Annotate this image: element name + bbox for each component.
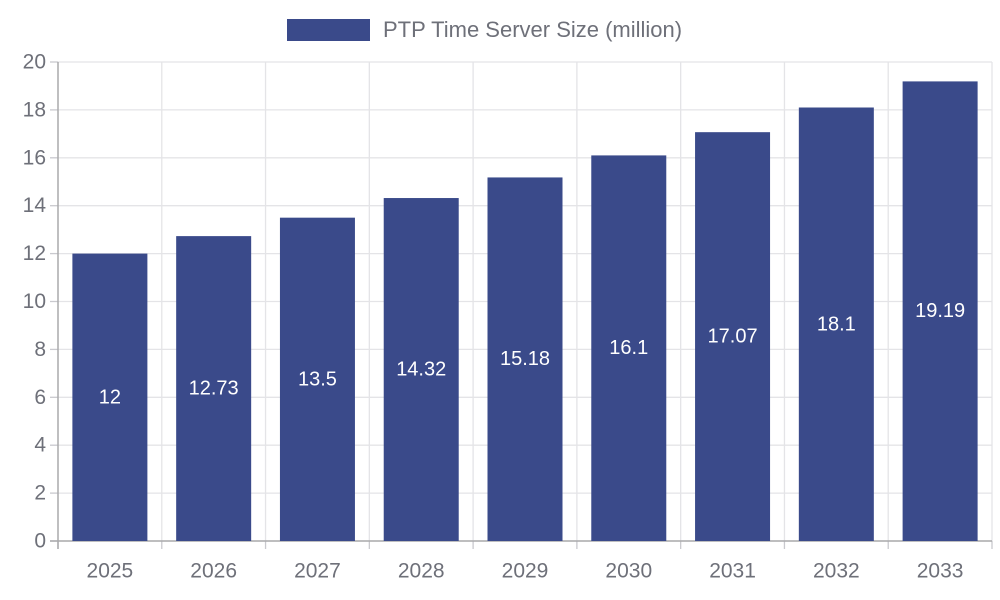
bar <box>279 217 355 542</box>
y-axis-tick-label: 20 <box>23 51 46 74</box>
bar-value-label: 15.18 <box>500 348 550 370</box>
bar <box>902 81 978 541</box>
y-axis-tick-label: 14 <box>23 194 47 217</box>
y-axis-tick-label: 12 <box>23 242 46 265</box>
bar <box>176 236 252 541</box>
bar <box>487 177 563 541</box>
x-axis-tick-label: 2026 <box>190 560 237 583</box>
y-axis-tick-label: 8 <box>34 338 46 361</box>
x-axis-tick-label: 2028 <box>398 560 445 583</box>
y-axis-tick-label: 2 <box>34 482 46 505</box>
legend-label: PTP Time Server Size (million) <box>383 17 683 42</box>
y-axis-tick-label: 10 <box>23 290 46 313</box>
y-axis-tick-label: 16 <box>23 146 46 169</box>
x-axis-tick-label: 2030 <box>605 560 652 583</box>
legend-item[interactable]: PTP Time Server Size (million) <box>287 17 682 42</box>
bar-value-label: 19.19 <box>915 300 965 322</box>
x-axis-tick-label: 2032 <box>813 560 860 583</box>
bar-value-label: 16.1 <box>609 337 648 359</box>
y-axis-tick-label: 4 <box>34 434 46 457</box>
legend-swatch-icon <box>287 18 370 41</box>
bar-value-label: 14.32 <box>396 359 446 381</box>
bar-value-label: 13.5 <box>298 368 337 390</box>
bar <box>383 198 459 541</box>
bar <box>591 155 667 541</box>
bar <box>72 253 148 541</box>
bar-value-label: 12 <box>99 386 121 408</box>
y-axis-tick-label: 18 <box>23 98 46 121</box>
bar-value-label: 17.07 <box>708 326 758 348</box>
y-axis-tick-label: 6 <box>34 386 46 409</box>
x-axis-tick-label: 2027 <box>294 560 341 583</box>
bar <box>798 107 874 541</box>
x-axis-tick-label: 2029 <box>502 560 549 583</box>
bar-value-label: 12.73 <box>189 378 239 400</box>
bar-value-label: 18.1 <box>817 313 856 335</box>
x-axis-tick-label: 2025 <box>87 560 134 583</box>
bar <box>695 132 771 541</box>
x-axis-tick-label: 2033 <box>917 560 964 583</box>
x-axis-tick-label: 2031 <box>709 560 756 583</box>
y-axis-tick-label: 0 <box>34 530 46 553</box>
